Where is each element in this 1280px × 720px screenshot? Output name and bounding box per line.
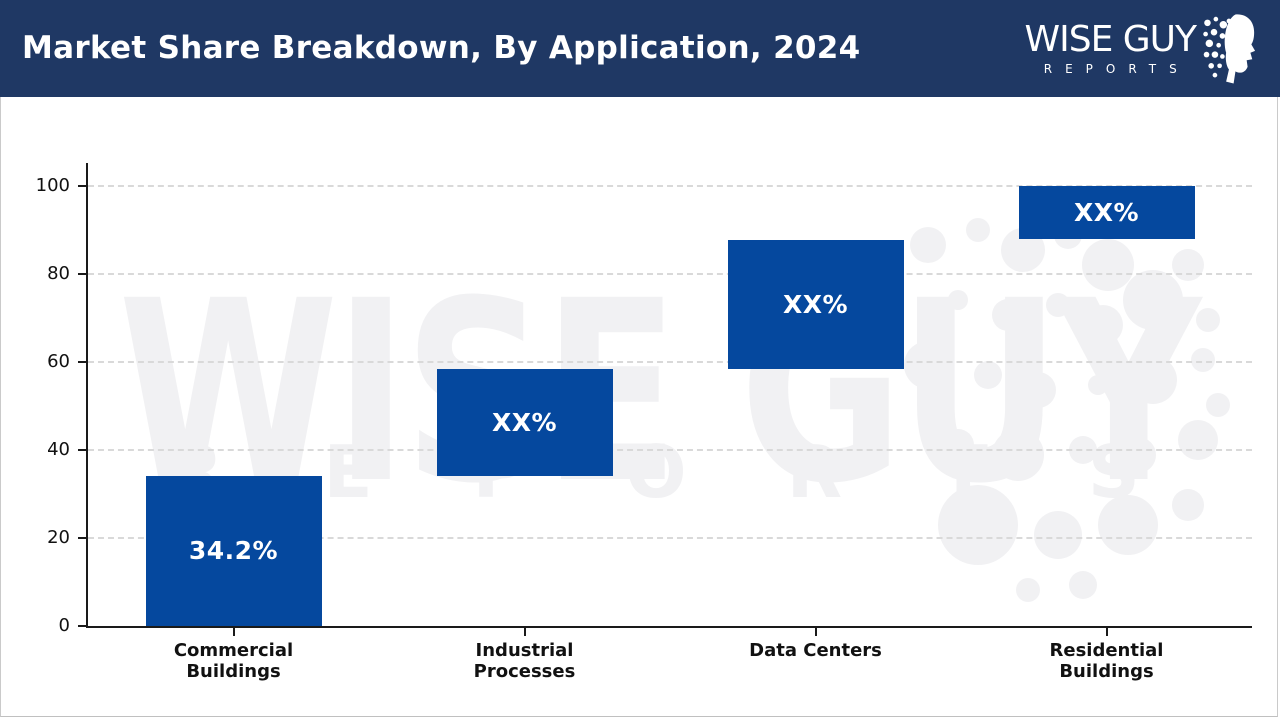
gridline-80 — [88, 273, 1252, 275]
logo-wiseguy-label: WISE GUY — [1024, 18, 1197, 60]
y-tick-label: 60 — [47, 351, 70, 372]
page-title: Market Share Breakdown, By Application, … — [22, 29, 861, 66]
gridline-100 — [88, 185, 1252, 187]
gridline-20 — [88, 537, 1252, 539]
x-tick-mark — [814, 628, 817, 636]
gridline-40 — [88, 449, 1252, 451]
y-tick-mark — [78, 273, 86, 275]
x-tick-mark — [232, 628, 235, 636]
x-category-label: Industrial Processes — [473, 640, 576, 682]
x-tick-mark — [1105, 628, 1108, 636]
bar-value-label: 34.2% — [188, 536, 279, 566]
bar-value-label: XX% — [491, 407, 558, 437]
x-axis-spine — [86, 626, 1252, 628]
bar-segment: XX% — [436, 368, 613, 476]
bar-segment: XX% — [1018, 186, 1195, 239]
wiseguy-head-icon — [1203, 13, 1256, 84]
y-tick-label: 0 — [58, 615, 70, 636]
bar-segment: 34.2% — [145, 475, 322, 626]
y-tick-label: 20 — [47, 527, 70, 548]
x-category-label: Data Centers — [749, 640, 882, 661]
bar-value-label: XX% — [782, 289, 849, 319]
wiseguy-logo: WISE GUY REPORTS — [1025, 10, 1257, 88]
y-tick-label: 100 — [35, 175, 70, 196]
x-tick-mark — [523, 628, 526, 636]
y-tick-mark — [78, 449, 86, 451]
y-tick-mark — [78, 625, 86, 627]
y-tick-label: 40 — [47, 439, 70, 460]
y-tick-mark — [78, 185, 86, 187]
y-tick-mark — [78, 537, 86, 539]
y-tick-mark — [78, 361, 86, 363]
header-bar: Market Share Breakdown, By Application, … — [0, 0, 1280, 97]
logo-reports-label: REPORTS — [1043, 61, 1190, 76]
x-category-label: Residential Buildings — [1049, 640, 1164, 682]
bar-segment: XX% — [727, 239, 904, 369]
bar-value-label: XX% — [1073, 197, 1140, 227]
gridline-60 — [88, 361, 1252, 363]
x-category-label: Commercial Buildings — [173, 640, 294, 682]
y-tick-label: 80 — [47, 263, 70, 284]
watermark-head-dots-pattern — [904, 218, 1230, 602]
wiseguy-logo-text: WISE GUY REPORTS — [1024, 18, 1197, 76]
y-axis-spine — [86, 163, 88, 628]
